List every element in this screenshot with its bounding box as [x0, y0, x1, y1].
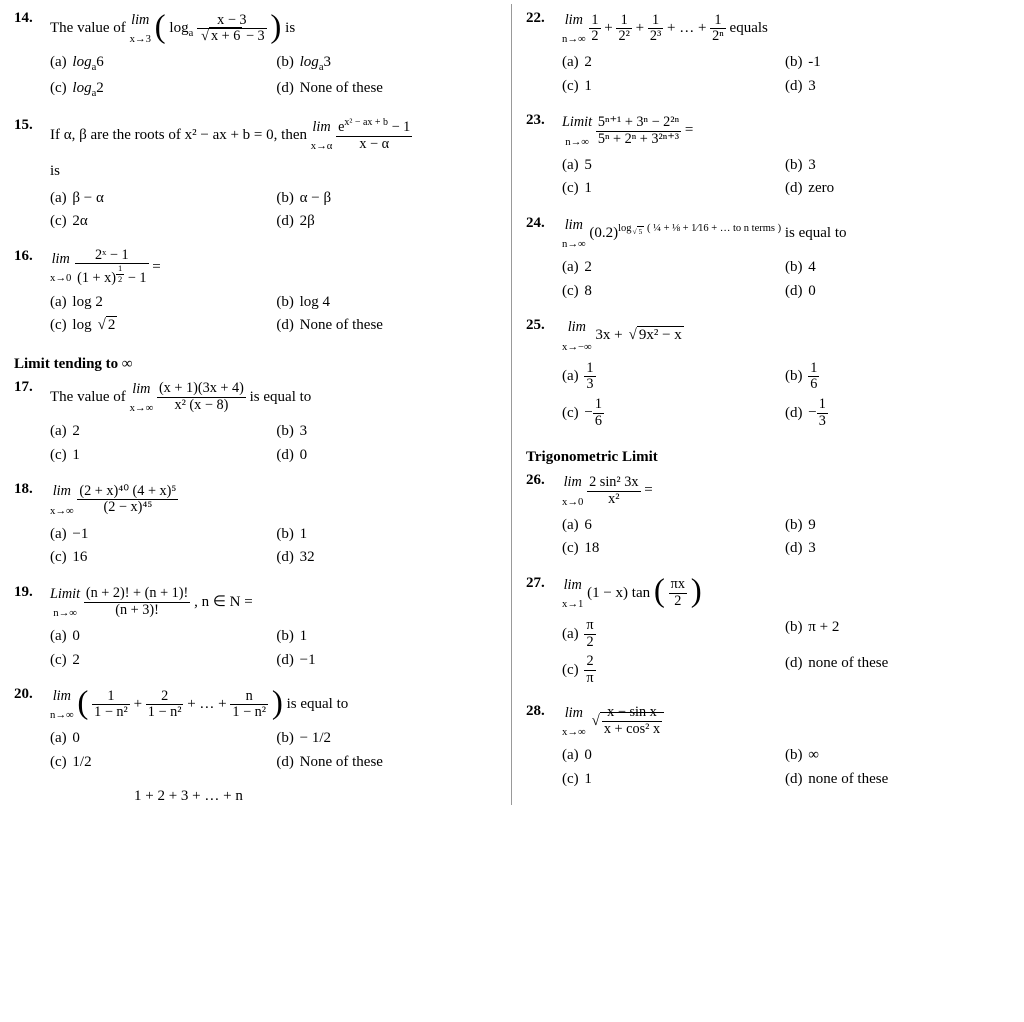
option-c: (c) 1 [562, 179, 777, 199]
question-text: limx→0 2ˣ − 1(1 + x)12 − 1 = [50, 248, 505, 287]
option-c: (c) 1 [50, 446, 268, 466]
option-b: (b) 1 [276, 627, 494, 647]
option-a: (a) loga6 [50, 53, 268, 75]
section-heading: Trigonometric Limit [526, 449, 1010, 466]
question-25: 25. limx→−∞ 3x + 9x² − x (a) 13 (b) 16 (… [526, 317, 1010, 439]
option-a: (a) β − α [50, 189, 268, 209]
option-b: (b) α − β [276, 189, 494, 209]
option-d: (d) 0 [785, 282, 1000, 302]
question-15: 15. If α, β are the roots of x² − ax + b… [14, 117, 505, 242]
question-20: 20. limn→∞ ( 11 − n² + 21 − n² + … + n1 … [14, 686, 505, 782]
option-b: (b) 1 [276, 525, 494, 545]
question-number: 28. [526, 703, 562, 720]
option-c: (c) 1/2 [50, 753, 268, 773]
option-b: (b) ∞ [785, 746, 1000, 766]
section-heading: Limit tending to ∞ [14, 356, 505, 373]
option-c: (c) 1 [562, 770, 777, 790]
option-c: (c) 2 [50, 651, 268, 671]
question-number: 19. [14, 584, 50, 601]
option-b: (b) − 1/2 [276, 729, 494, 749]
option-a: (a) 0 [50, 729, 268, 749]
question-17: 17. The value of limx→∞ (x + 1)(3x + 4)x… [14, 379, 505, 475]
question-number: 15. [14, 117, 50, 134]
option-c: (c) log 2 [50, 316, 268, 336]
question-number: 16. [14, 248, 50, 265]
question-number: 18. [14, 481, 50, 498]
option-d: (d) None of these [276, 316, 494, 336]
question-number: 17. [14, 379, 50, 396]
question-24: 24. limn→∞ (0.2)log5 ( ¼ + ⅛ + 1⁄16 + … … [526, 215, 1010, 311]
option-b: (b) log 4 [276, 293, 494, 313]
question-number: 24. [526, 215, 562, 232]
option-d: (d) 32 [276, 548, 494, 568]
option-b: (b) 9 [785, 516, 1000, 536]
cutoff-text: 1 + 2 + 3 + … + n [134, 788, 505, 805]
option-c: (c) 2α [50, 212, 268, 232]
option-c: (c) 8 [562, 282, 777, 302]
option-a: (a) log 2 [50, 293, 268, 313]
option-a: (a) 2 [562, 258, 777, 278]
option-a: (a) −1 [50, 525, 268, 545]
option-b: (b) π + 2 [785, 618, 1000, 650]
option-a: (a) 0 [50, 627, 268, 647]
option-a: (a) 13 [562, 361, 777, 393]
question-27: 27. limx→1 (1 − x) tan ( πx2 ) (a) π2 (b… [526, 575, 1010, 697]
option-a: (a) 5 [562, 156, 777, 176]
question-23: 23. Limitn→∞ 5ⁿ⁺¹ + 3ⁿ − 2²ⁿ5ⁿ + 2ⁿ + 3²… [526, 112, 1010, 208]
option-c: (c) 2π [562, 654, 777, 686]
option-d: (d) 0 [276, 446, 494, 466]
question-text: If α, β are the roots of x² − ax + b = 0… [50, 117, 505, 154]
option-a: (a) 2 [562, 53, 777, 73]
option-d: (d) 3 [785, 539, 1000, 559]
option-d: (d) None of these [276, 753, 494, 773]
option-a: (a) π2 [562, 618, 777, 650]
option-a: (a) 0 [562, 746, 777, 766]
option-a: (a) 6 [562, 516, 777, 536]
option-a: (a) 2 [50, 422, 268, 442]
option-c: (c) −16 [562, 397, 777, 429]
question-26: 26. limx→0 2 sin² 3xx² = (a) 6 (b) 9 (c)… [526, 472, 1010, 568]
question-number: 25. [526, 317, 562, 334]
option-c: (c) 1 [562, 77, 777, 97]
option-b: (b) loga3 [276, 53, 494, 75]
question-22: 22. limn→∞ 12 + 12² + 12³ + … + 12ⁿ equa… [526, 10, 1010, 106]
option-c: (c) 16 [50, 548, 268, 568]
option-d: (d) 2β [276, 212, 494, 232]
question-19: 19. Limitn→∞ (n + 2)! + (n + 1)!(n + 3)!… [14, 584, 505, 680]
question-number: 27. [526, 575, 562, 592]
question-number: 20. [14, 686, 50, 703]
question-28: 28. limx→∞ x − sin xx + cos² x (a) 0 (b)… [526, 703, 1010, 799]
option-d: (d) None of these [276, 79, 494, 101]
option-d: (d) none of these [785, 770, 1000, 790]
question-number: 23. [526, 112, 562, 129]
option-b: (b) -1 [785, 53, 1000, 73]
option-d: (d) zero [785, 179, 1000, 199]
question-number: 22. [526, 10, 562, 27]
option-d: (d) −1 [276, 651, 494, 671]
question-text: The value of limx→3 ( loga x − 3x + 6 − … [50, 10, 505, 47]
option-d: (d) 3 [785, 77, 1000, 97]
option-c: (c) loga2 [50, 79, 268, 101]
question-number: 26. [526, 472, 562, 489]
option-c: (c) 18 [562, 539, 777, 559]
option-b: (b) 3 [276, 422, 494, 442]
option-b: (b) 4 [785, 258, 1000, 278]
option-d: (d) −13 [785, 397, 1000, 429]
question-18: 18. limx→∞ (2 + x)⁴⁰ (4 + x)⁵(2 − x)⁴⁵ (… [14, 481, 505, 577]
question-16: 16. limx→0 2ˣ − 1(1 + x)12 − 1 = (a) log… [14, 248, 505, 346]
option-b: (b) 16 [785, 361, 1000, 393]
question-number: 14. [14, 10, 50, 27]
question-14: 14. The value of limx→3 ( loga x − 3x + … [14, 10, 505, 111]
option-d: (d) none of these [785, 654, 1000, 686]
option-b: (b) 3 [785, 156, 1000, 176]
